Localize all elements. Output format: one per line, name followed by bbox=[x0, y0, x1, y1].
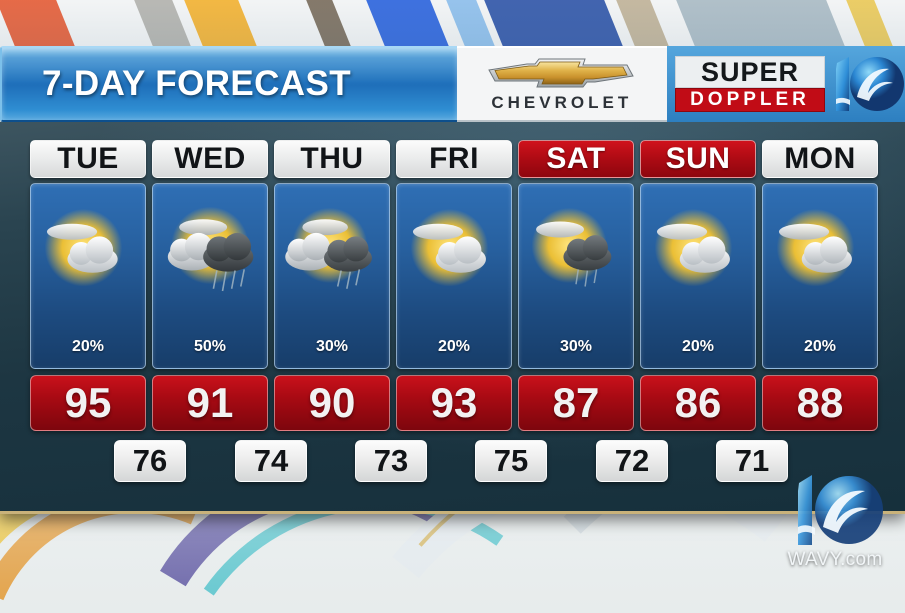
low-temperature: 75 bbox=[475, 440, 547, 482]
low-temperature: 74 bbox=[235, 440, 307, 482]
low-temperature: 76 bbox=[114, 440, 186, 482]
precip-chance: 20% bbox=[437, 338, 471, 355]
forecast-day-column[interactable]: WED bbox=[152, 140, 268, 432]
super-label: SUPER bbox=[675, 56, 825, 88]
day-icon-panel: 20% bbox=[30, 183, 146, 369]
low-temperature: 71 bbox=[716, 440, 788, 482]
day-icon-panel: 20% bbox=[396, 183, 512, 369]
day-label: FRI bbox=[396, 140, 512, 178]
day-icon-panel: 30% bbox=[274, 183, 390, 369]
sun-partly-cloudy-icon bbox=[44, 208, 123, 287]
forecast-day-column[interactable]: THU bbox=[274, 140, 390, 432]
channel-10-logo-icon bbox=[827, 53, 905, 115]
day-label: SUN bbox=[640, 140, 756, 178]
high-temperature: 86 bbox=[640, 375, 756, 431]
day-label: THU bbox=[274, 140, 390, 178]
chevrolet-bowtie-icon bbox=[487, 56, 637, 90]
high-temperature: 88 bbox=[762, 375, 878, 431]
high-temperature: 90 bbox=[274, 375, 390, 431]
sun-cloud-rain-icon bbox=[167, 206, 254, 292]
low-temperature: 73 bbox=[355, 440, 427, 482]
precip-chance: 30% bbox=[559, 338, 593, 355]
forecast-header: 7-DAY FORECAST CHEVROLET SUP bbox=[0, 46, 905, 122]
forecast-day-column[interactable]: SAT 30% 87 bbox=[518, 140, 634, 432]
day-label: TUE bbox=[30, 140, 146, 178]
sun-partly-cloudy-icon bbox=[776, 208, 855, 287]
day-label: MON bbox=[762, 140, 878, 178]
precip-chance: 20% bbox=[803, 338, 837, 355]
high-temperature: 95 bbox=[30, 375, 146, 431]
sun-partly-cloudy-icon bbox=[654, 208, 733, 287]
forecast-day-column[interactable]: TUE 20% 95 bbox=[30, 140, 146, 432]
high-temperature: 91 bbox=[152, 375, 268, 431]
page-title: 7-DAY FORECAST bbox=[42, 64, 351, 103]
day-icon-panel: 30% bbox=[518, 183, 634, 369]
station-url: WAVY.com bbox=[787, 549, 883, 570]
day-label: WED bbox=[152, 140, 268, 178]
forecast-day-column[interactable]: MON 20% 88 bbox=[762, 140, 878, 432]
sponsor-name: CHEVROLET bbox=[491, 92, 633, 112]
high-temperature: 87 bbox=[518, 375, 634, 431]
wavy-10-logo-icon bbox=[798, 475, 883, 545]
super-doppler-branding: SUPER DOPPLER bbox=[667, 46, 905, 122]
forecast-columns: TUE 20% 95 WED bbox=[30, 140, 878, 432]
low-temperature: 72 bbox=[596, 440, 668, 482]
precip-chance: 30% bbox=[315, 338, 349, 355]
sun-cloud-rain-icon bbox=[285, 207, 372, 289]
sponsor-logo: CHEVROLET bbox=[456, 46, 667, 122]
title-bar: 7-DAY FORECAST bbox=[0, 46, 457, 122]
sun-partly-cloudy-icon bbox=[410, 208, 489, 287]
station-watermark: WAVY.com bbox=[779, 469, 891, 570]
precip-chance: 20% bbox=[71, 338, 105, 355]
sun-cloud-rain-icon bbox=[531, 207, 612, 287]
day-icon-panel: 20% bbox=[640, 183, 756, 369]
day-label: SAT bbox=[518, 140, 634, 178]
high-temperature: 93 bbox=[396, 375, 512, 431]
day-icon-panel: 50% bbox=[152, 183, 268, 369]
forecast-day-column[interactable]: FRI 20% 93 bbox=[396, 140, 512, 432]
precip-chance: 50% bbox=[193, 338, 227, 355]
low-temperature-row: 76 74 73 75 72 71 bbox=[30, 440, 878, 484]
super-doppler-text: SUPER DOPPLER bbox=[675, 56, 825, 112]
forecast-day-column[interactable]: SUN 20% 86 bbox=[640, 140, 756, 432]
precip-chance: 20% bbox=[681, 338, 715, 355]
doppler-label: DOPPLER bbox=[675, 88, 825, 112]
day-icon-panel: 20% bbox=[762, 183, 878, 369]
